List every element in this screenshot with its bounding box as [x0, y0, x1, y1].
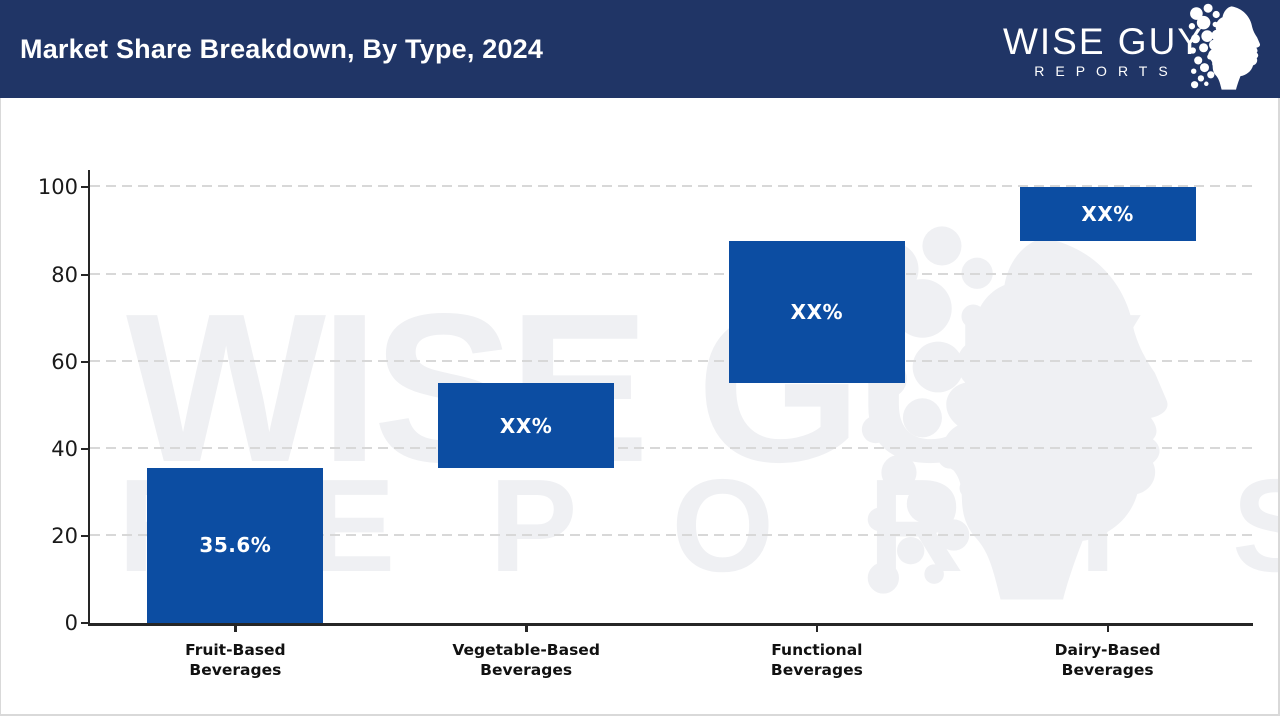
gridline-100	[90, 185, 1253, 188]
category-label-line: Beverages	[189, 661, 282, 679]
y-tick-mark	[81, 360, 90, 363]
y-tick-label: 0	[64, 611, 78, 635]
category-label: Fruit-Based Beverages	[115, 640, 355, 680]
y-tick-label: 20	[51, 523, 78, 548]
logo-wiseguy-text: WISE GUY	[1002, 21, 1204, 62]
y-tick-label: 80	[51, 262, 78, 287]
gridline-20	[90, 533, 1253, 536]
bar-value-label: XX%	[790, 300, 844, 325]
gridline-40	[90, 446, 1253, 449]
header-bar: Market Share Breakdown, By Type, 2024 WI…	[0, 0, 1280, 98]
category-label-line: Beverages	[480, 661, 573, 679]
wise-guy-reports-logo: WISE GUY REPORTS	[1003, 0, 1266, 98]
gridline-80	[90, 272, 1253, 275]
category-label: Functional Beverages	[697, 640, 937, 680]
logo-reports-text: REPORTS	[1034, 63, 1179, 79]
bar-value-label: 35.6%	[199, 533, 272, 558]
y-tick-label: 100	[37, 175, 78, 200]
y-tick-mark	[81, 186, 90, 189]
y-tick-mark	[81, 534, 90, 537]
bar-0: 35.6%	[147, 467, 324, 623]
bar-value-label: XX%	[499, 413, 553, 438]
category-label-line: Fruit-Based	[185, 641, 286, 659]
category-label-line: Beverages	[770, 661, 863, 679]
category-label: Vegetable-Based Beverages	[406, 640, 646, 680]
x-tick-mark	[525, 623, 528, 632]
gridline-60	[90, 359, 1253, 362]
x-tick-mark	[815, 623, 819, 632]
bar-2: XX%	[728, 241, 905, 384]
page-title: Market Share Breakdown, By Type, 2024	[20, 33, 544, 64]
x-tick-mark	[234, 623, 237, 632]
y-tick-mark	[81, 622, 90, 624]
category-label-line: Functional	[771, 641, 863, 659]
y-tick-label: 40	[51, 436, 78, 461]
category-label-line: Dairy-Based	[1054, 641, 1161, 659]
category-label-line: Beverages	[1061, 661, 1154, 679]
bar-3: XX%	[1019, 187, 1196, 242]
category-label: Dairy-Based Beverages	[988, 640, 1228, 680]
x-tick-mark	[1106, 623, 1110, 632]
logo-head-icon	[1188, 3, 1261, 90]
category-label-line: Vegetable-Based	[452, 641, 600, 659]
bar-value-label: XX%	[1081, 202, 1134, 227]
y-tick-mark	[81, 447, 90, 450]
logo-text: WISE GUY REPORTS	[1002, 21, 1204, 80]
y-tick-label: 60	[51, 349, 78, 374]
plot-area: 0 20 40 60 80 100 35.6% Fruit-Based Beverages XX%…	[38, 170, 1253, 679]
bar-1: XX%	[438, 383, 615, 468]
y-tick-mark	[81, 273, 90, 276]
